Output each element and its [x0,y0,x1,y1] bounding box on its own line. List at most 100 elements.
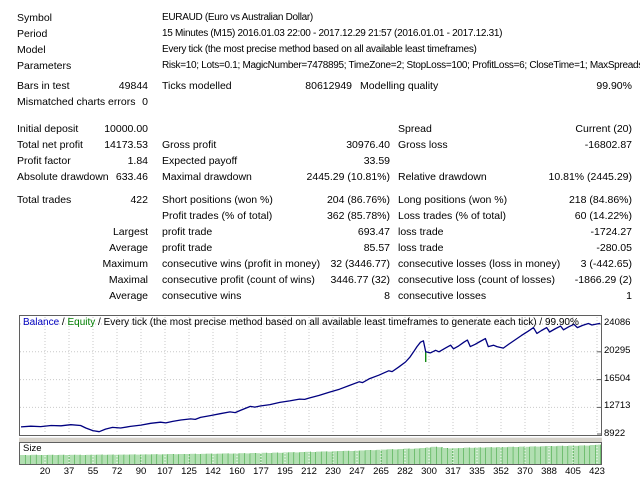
size-bar [255,453,262,464]
largest-b3: loss trade -1724.27 [398,224,632,240]
row-total-trades: Total trades 422 Short positions (won %) 20… [0,192,640,208]
stat-value: 3446.77 (32) [330,274,390,286]
size-bar [146,454,152,464]
stat-value: Average [109,242,148,254]
x-axis-label: 177 [253,466,269,477]
size-bar [310,452,316,464]
stat-label: Short positions (won %) [162,194,273,206]
stat-label: Modelling quality [360,80,439,92]
x-axis-label: 388 [541,466,557,477]
stat-value: 60 (14.22%) [574,210,632,222]
stat-label: Profit factor [17,155,71,167]
size-bar [579,445,585,464]
stat-value: Maximal [108,274,148,286]
row-profit-factor: Profit factor 1.84 Expected payoff 33.59 [0,153,640,169]
y-axis-label: 24086 [604,317,631,328]
stat-value: 693.47 [357,226,390,238]
stat-label: Profit trades (% of total) [162,210,273,222]
stat-value: 85.57 [363,242,390,254]
size-bar [283,452,289,464]
x-axis-label: 317 [445,466,461,477]
stat-value: Average [109,290,148,302]
size-bar [250,453,256,464]
size-bar [540,446,547,464]
average-b3: loss trade -280.05 [398,240,632,256]
profit-factor-b3 [398,153,632,169]
stat-label: Gross loss [398,139,448,151]
stat-value: 0 [142,96,148,108]
mismatched-charts-errors-b1: Mismatched charts errors 0 [17,94,148,110]
row-maximal: Maximal consecutive profit (count of wins… [0,272,640,288]
size-bar [129,454,136,464]
stat-value: 32 (3446.77) [330,258,390,270]
row-initial-deposit: Initial deposit 10000.00 Spread Current (20… [0,121,640,137]
size-bar [206,453,212,464]
average-b2: profit trade 85.57 [162,240,390,256]
size-bar [102,454,108,464]
size-bar [480,447,486,464]
size-bar [529,446,536,464]
mismatched-charts-errors-b3 [398,94,632,110]
size-bar [463,447,470,464]
largest-b1: Largest [17,224,148,240]
bars-in-test-b3: Modelling quality 99.90% [360,78,632,94]
stat-label: Initial deposit [17,123,79,135]
chart-model-label: Every tick (the most precise method base… [103,317,579,328]
row-symbol: Symbol EURAUD (Euro vs Australian Dollar) [0,10,640,26]
size-bar [140,454,147,464]
size-label: Size [23,443,42,454]
parameters-value: Risk=10; Lots=0.1; MagicNumber=7478895; … [162,60,640,71]
row-model: Model Every tick (the most precise method… [0,42,640,58]
average-b1: Average [17,288,148,304]
stat-label: consecutive loss (count of losses) [398,274,555,286]
total-net-profit-b1: Total net profit 14173.53 [17,137,148,153]
period-value: 15 Minutes (M15) 2016.01.03 22:00 - 2017… [162,28,503,39]
stat-value: 10.81% (2445.29) [548,171,632,183]
largest-b2: profit trade 693.47 [162,224,390,240]
size-bar [277,452,284,464]
stat-label: Loss trades (% of total) [398,210,506,222]
x-axis-label: 160 [229,466,245,477]
x-axis-label: 37 [63,466,75,477]
size-bar [485,447,492,464]
size-bar [96,454,103,464]
stat-label: Absolute drawdown [17,171,109,183]
stat-value: 3 (-442.65) [580,258,632,270]
size-bar [294,452,300,464]
size-bar [524,446,530,464]
y-axis-label: 12713 [604,400,631,412]
size-bar [409,448,415,464]
absolute-drawdown-b2: Maximal drawdown 2445.29 (10.81%) [162,169,390,185]
size-bar [442,448,448,464]
maximum-b3: consecutive losses (loss in money) 3 (-44… [398,256,632,272]
size-bar [113,454,119,464]
parameters-label: Parameters [17,60,72,72]
stat-value: 30976.40 [346,139,390,151]
total-trades-b2: Short positions (won %) 204 (86.76%) [162,192,390,208]
x-axis-label: 423 [589,466,605,477]
size-bar [315,451,322,464]
stat-label: Total trades [17,194,72,206]
initial-deposit-b1: Initial deposit 10000.00 [17,121,148,137]
size-bar [370,450,377,464]
stat-value: Maximum [102,258,148,270]
stat-label: Expected payoff [162,155,238,167]
bars-in-test-b1: Bars in test 49844 [17,78,148,94]
size-bar [233,453,240,464]
period-label: Period [17,28,48,40]
stat-label: consecutive losses (loss in money) [398,258,561,270]
stat-label: Spread [398,123,432,135]
stat-label: Relative drawdown [398,171,487,183]
size-bar [326,451,333,464]
x-axis-label: 335 [469,466,485,477]
x-axis-label: 282 [397,466,413,477]
size-bar [52,455,59,464]
stat-label: Total net profit [17,139,83,151]
row-mismatched-charts-errors: Mismatched charts errors 0 [0,94,640,110]
profit-trades-of-total-b1 [17,208,148,224]
stat-value: Current (20) [575,123,632,135]
size-bar [173,454,179,464]
stat-label: consecutive profit (count of wins) [162,274,315,286]
size-bar [189,453,196,464]
row-largest: Largest profit trade 693.47 loss trade -1724… [0,224,640,240]
